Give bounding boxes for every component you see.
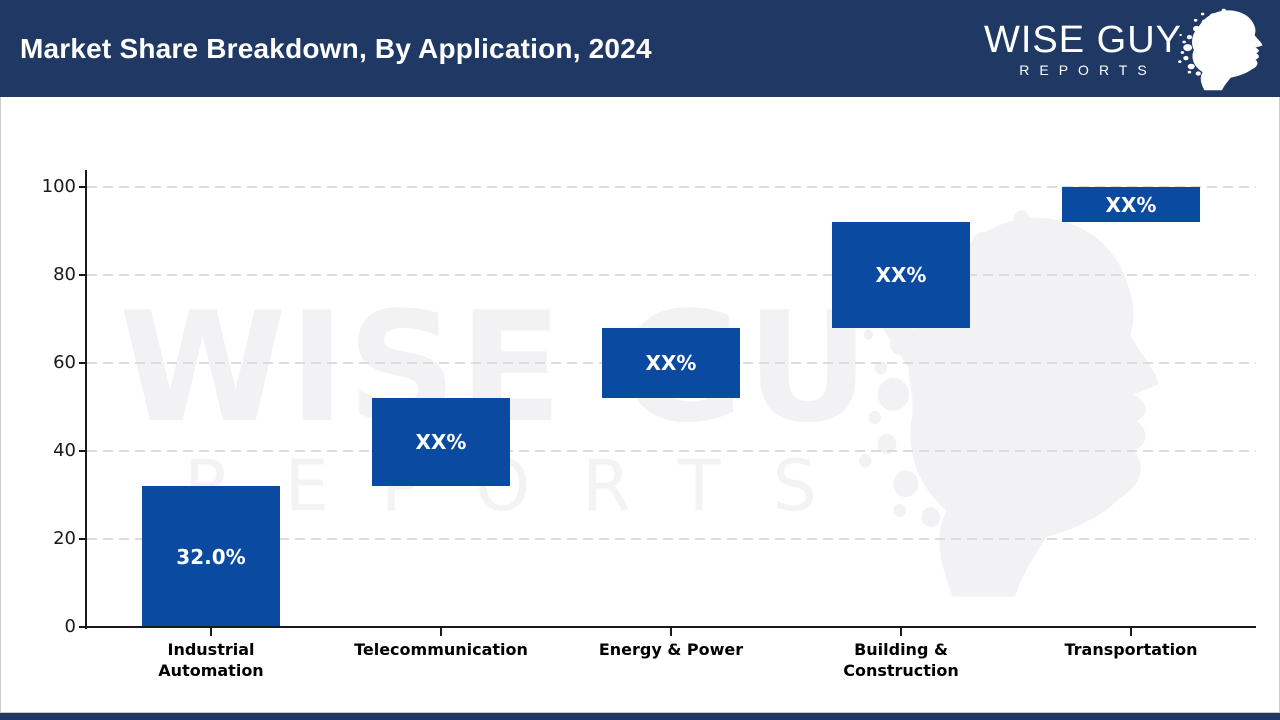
chart-area: WISE GUY REPORTS 0 20 40 60 80 100 32.0% Indust… (0, 97, 1280, 713)
x-tick (1130, 628, 1132, 636)
y-tick-label: 60 (53, 352, 76, 373)
y-tick (79, 626, 87, 628)
y-axis (85, 170, 87, 629)
y-tick-label: 40 (53, 440, 76, 461)
x-category-label: Energy & Power (598, 640, 744, 659)
y-tick (79, 186, 87, 188)
gridline (87, 538, 1256, 540)
x-tick (440, 628, 442, 636)
y-tick (79, 538, 87, 540)
bar-value-label: XX% (875, 262, 927, 287)
page-title: Market Share Breakdown, By Application, … (20, 32, 652, 64)
y-tick (79, 362, 87, 364)
x-axis (85, 626, 1256, 628)
bar: XX% (1062, 187, 1200, 223)
bar-value-label: XX% (1105, 192, 1157, 217)
watermark-subtitle: REPORTS (184, 445, 869, 527)
y-tick-label: 100 (41, 176, 76, 197)
logo-text: WISE GUY REPORTS (984, 21, 1182, 77)
logo-subtitle: REPORTS (1019, 61, 1157, 78)
gridline (87, 274, 1256, 276)
header-bar: Market Share Breakdown, By Application, … (0, 0, 1280, 97)
x-category-label: Industrial Automation (158, 640, 264, 680)
x-category-label: Telecommunication (354, 640, 528, 659)
bar-value-label: XX% (415, 430, 467, 455)
x-category-label: Transportation (1064, 640, 1198, 659)
footer-bar (0, 713, 1280, 720)
bar: XX% (372, 398, 510, 487)
bar: XX% (602, 327, 740, 399)
y-tick-label: 0 (64, 616, 76, 637)
y-tick (79, 450, 87, 452)
x-tick (900, 628, 902, 636)
logo-wordmark: WISE GUY (983, 18, 1182, 61)
bar-value-label: 32.0% (176, 544, 246, 569)
dotted-head-icon (1178, 8, 1263, 90)
x-tick (210, 628, 212, 636)
y-tick (79, 274, 87, 276)
bar-value-label: XX% (645, 350, 697, 375)
gridline (87, 186, 1256, 188)
bar: XX% (832, 222, 970, 328)
gridline (87, 450, 1256, 452)
x-category-label: Building & Construction (843, 640, 959, 680)
y-tick-label: 80 (53, 264, 76, 285)
bar: 32.0% (142, 486, 280, 627)
y-tick-label: 20 (53, 528, 76, 549)
x-tick (670, 628, 672, 636)
wise-guy-logo: WISE GUY REPORTS (984, 7, 1266, 91)
